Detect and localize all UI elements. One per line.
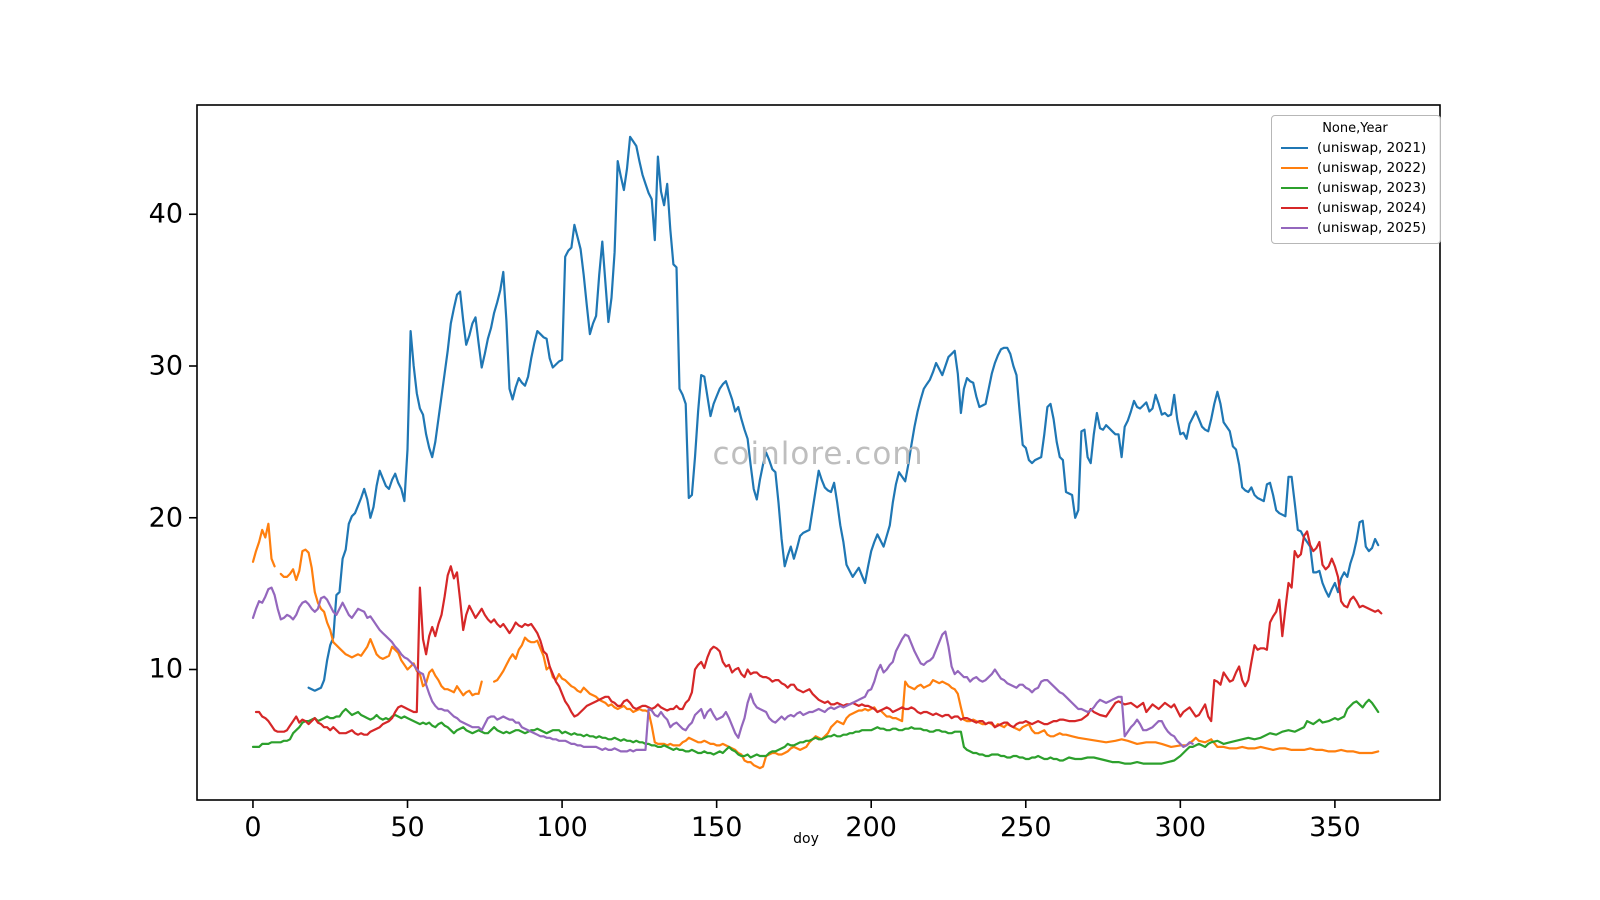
legend-label: (uniswap, 2023): [1317, 180, 1427, 196]
series-line-uniswap2021: [307, 135, 1380, 692]
y-tick-label-20: 20: [148, 502, 183, 534]
legend: None,Year (uniswap, 2021) (uniswap, 2022…: [1271, 115, 1441, 244]
legend-label: (uniswap, 2025): [1317, 220, 1427, 236]
y-tick-label-30: 30: [148, 350, 183, 382]
x-tick-label-350: 350: [1309, 812, 1361, 843]
axes-spines: [196, 104, 1441, 801]
legend-line-sample-2023: [1281, 187, 1308, 189]
x-tick-label-150: 150: [690, 812, 743, 843]
x-tick-label-250: 250: [999, 812, 1052, 843]
x-axis-label: doy: [793, 831, 819, 847]
legend-line-sample-2025: [1281, 227, 1308, 229]
legend-entry-2024: (uniswap, 2024): [1278, 198, 1432, 218]
legend-label: (uniswap, 2024): [1317, 200, 1427, 216]
x-tick-label-50: 50: [390, 812, 425, 843]
legend-title: None,Year: [1322, 121, 1388, 136]
legend-line-sample-2022: [1281, 167, 1308, 169]
y-tick-label-40: 40: [148, 198, 183, 230]
legend-entry-2021: (uniswap, 2021): [1278, 138, 1432, 158]
series-line-uniswap2024: [254, 530, 1383, 736]
watermark: coinlore.com: [712, 436, 924, 472]
legend-entry-2023: (uniswap, 2023): [1278, 178, 1432, 198]
series-line-uniswap2025: [251, 586, 1194, 753]
legend-line-sample-2024: [1281, 207, 1308, 209]
x-tick-label-100: 100: [536, 812, 588, 843]
legend-label: (uniswap, 2021): [1317, 140, 1427, 156]
series-line-uniswap2022: [251, 522, 1380, 770]
x-tick-label-200: 200: [845, 812, 897, 843]
y-tick-label-10: 10: [148, 653, 183, 685]
series-line-uniswap2023: [251, 698, 1380, 765]
x-tick-label-0: 0: [244, 812, 262, 843]
x-tick-label-300: 300: [1154, 812, 1207, 843]
legend-entry-2025: (uniswap, 2025): [1278, 218, 1432, 238]
legend-entry-2022: (uniswap, 2022): [1278, 158, 1432, 178]
legend-label: (uniswap, 2022): [1317, 160, 1427, 176]
legend-line-sample-2021: [1281, 147, 1308, 149]
